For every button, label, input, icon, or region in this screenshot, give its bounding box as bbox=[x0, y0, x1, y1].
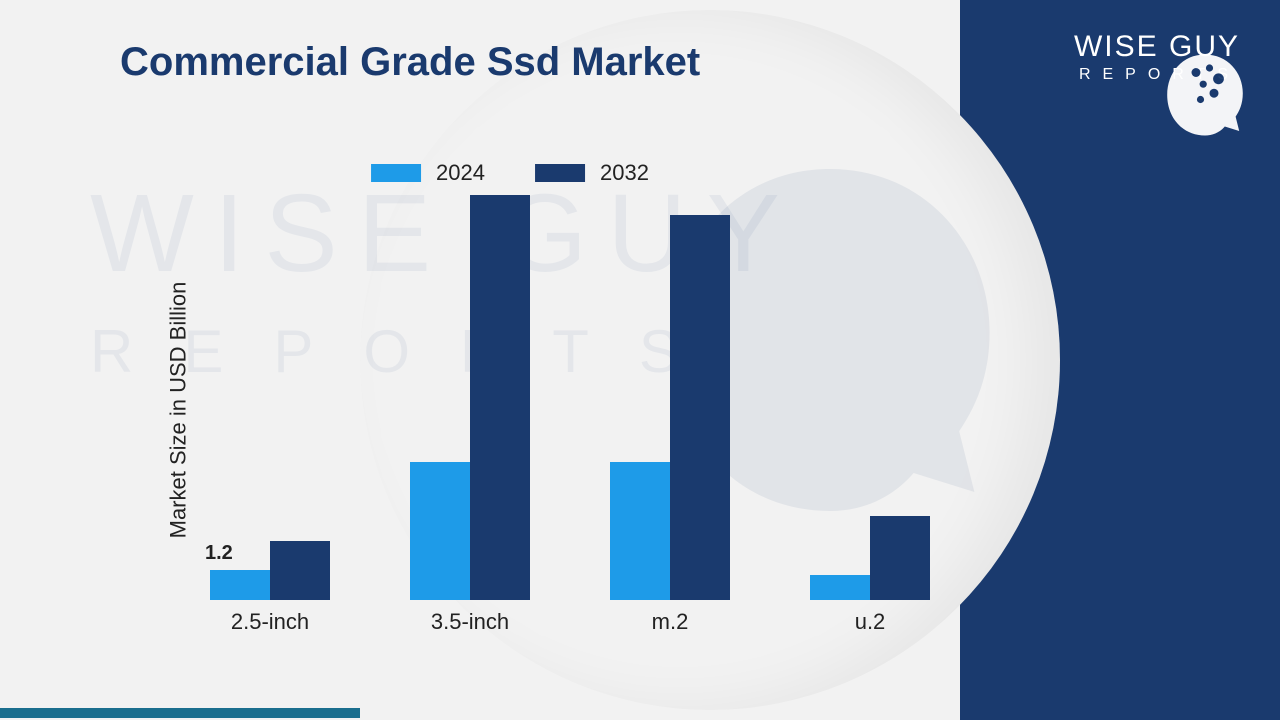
x-axis-label: 2.5-inch bbox=[231, 609, 309, 635]
bar bbox=[410, 462, 470, 600]
plot-area: 2.5-inch1.2 3.5-inch m.2 u.2 bbox=[160, 180, 940, 600]
brand-head-icon bbox=[1160, 50, 1250, 140]
chart-title: Commercial Grade Ssd Market bbox=[120, 40, 700, 85]
bar-group: m.2 bbox=[600, 215, 740, 600]
chart-area: Market Size in USD Billion 2024 2032 2.5… bbox=[60, 140, 960, 680]
bar bbox=[270, 541, 330, 600]
bar-group: u.2 bbox=[800, 516, 940, 600]
bar bbox=[470, 195, 530, 600]
bar-group: 3.5-inch bbox=[400, 195, 540, 600]
bar bbox=[810, 575, 870, 600]
x-axis-label: 3.5-inch bbox=[431, 609, 509, 635]
bar-group: 2.5-inch1.2 bbox=[200, 541, 340, 600]
bar bbox=[670, 215, 730, 600]
bar-data-label: 1.2 bbox=[205, 542, 233, 565]
x-axis-label: m.2 bbox=[652, 609, 689, 635]
x-axis-label: u.2 bbox=[855, 609, 886, 635]
chart-canvas: WISE GUY REPORTS Commercial Grade Ssd Ma… bbox=[0, 0, 1280, 720]
footer-accent-bar bbox=[0, 708, 360, 718]
brand-logo: WISE GUY REPORTS bbox=[1074, 30, 1240, 84]
bar bbox=[210, 570, 270, 600]
bar bbox=[610, 462, 670, 600]
bar bbox=[870, 516, 930, 600]
